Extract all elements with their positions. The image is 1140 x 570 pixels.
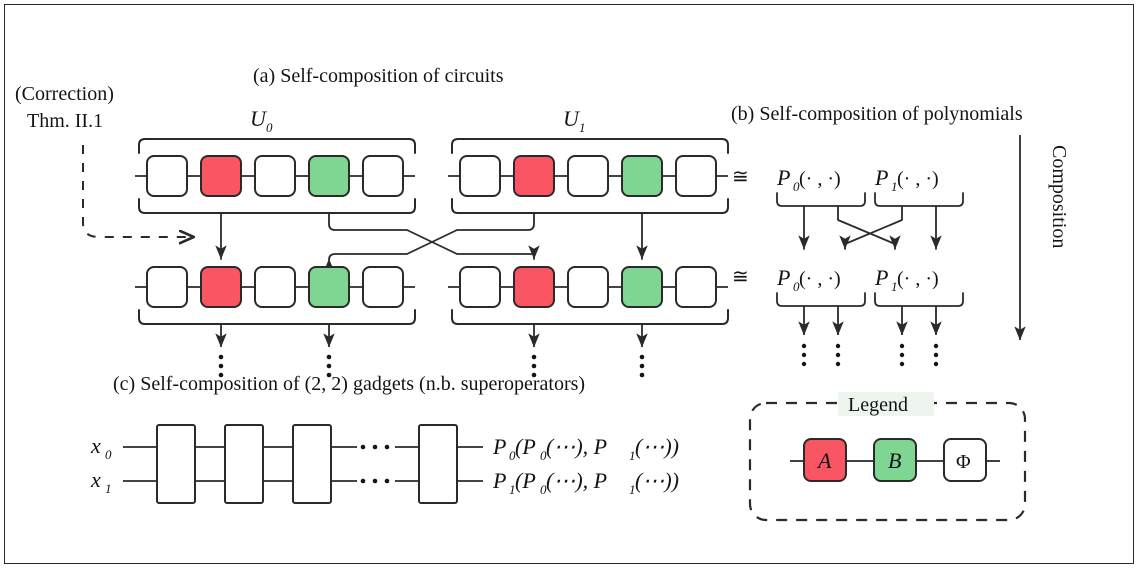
- label-u0: U: [250, 106, 268, 131]
- gadget-chain: x 0 x 1: [90, 424, 483, 504]
- input-x1-name: x: [90, 467, 101, 492]
- output-0-mid-sub: 1: [629, 448, 636, 463]
- gate-A: [513, 266, 555, 308]
- correction-dashed-arrow: [82, 145, 191, 237]
- gadget-box: [156, 424, 196, 504]
- gate-B: [621, 155, 663, 197]
- output-1-body-sub: 0: [540, 482, 547, 497]
- legend-panel: Legend A B Φ: [748, 392, 1027, 522]
- panel-a-vertical-dots: [218, 354, 645, 378]
- poly-p1-args: (· , ·): [897, 168, 939, 190]
- gate-phi: [254, 155, 296, 197]
- circuit-u1-row1: [448, 138, 729, 214]
- input-x1-subscript: 1: [105, 481, 112, 496]
- circuit-u0-row2: [135, 266, 416, 348]
- legend-swatch-A: [803, 438, 847, 482]
- annotation-line-1: (Correction): [15, 83, 114, 105]
- gate-phi: [675, 155, 717, 197]
- circuit-u0-row1: [135, 138, 416, 214]
- gadget-box: [292, 424, 332, 504]
- gadget-box: [418, 424, 458, 504]
- input-x0-name: x: [90, 433, 101, 458]
- poly-p0-subscript: 0: [793, 279, 800, 294]
- panel-b-caption: (b) Self-composition of polynomials: [731, 103, 1023, 125]
- poly-row1-p0: P 0 (· , ·): [776, 165, 866, 207]
- panel-b-vertical-dots: [801, 343, 939, 367]
- poly-row2-p1: P 1 (· , ·): [874, 265, 964, 307]
- poly-output-arrows: [798, 306, 942, 336]
- gate-phi: [362, 266, 404, 308]
- gate-A: [200, 266, 242, 308]
- panel-a-caption: (a) Self-composition of circuits: [253, 65, 504, 87]
- output-0-tail: (⋯)): [635, 434, 679, 459]
- legend-label-B: B: [888, 448, 901, 473]
- legend-item-B: B: [860, 438, 930, 482]
- output-0-mid: (⋯), P: [546, 434, 607, 459]
- iso-symbol-row2: ≅: [732, 266, 749, 288]
- figure-canvas: (a) Self-composition of circuits U 0 U 1…: [15, 65, 1070, 522]
- poly-p1-subscript: 1: [891, 279, 898, 294]
- gate-phi: [459, 155, 501, 197]
- gate-phi: [146, 266, 188, 308]
- gadget-box: [224, 424, 264, 504]
- gate-phi: [567, 266, 609, 308]
- legend-swatch-phi: [943, 438, 987, 482]
- gadget-output-0: P 0 (P 0 (⋯), P 1 (⋯)): [492, 434, 679, 463]
- poly-p0-args: (· , ·): [799, 268, 841, 290]
- legend-item-A: A: [790, 438, 860, 482]
- gate-B: [308, 155, 350, 197]
- figure-frame: (a) Self-composition of circuits U 0 U 1…: [4, 4, 1134, 564]
- poly-p0-args: (· , ·): [799, 168, 841, 190]
- poly-row2-p0: P 0 (· , ·): [776, 265, 866, 307]
- output-1-tail: (⋯)): [635, 468, 679, 493]
- poly-p1-args: (· , ·): [897, 268, 939, 290]
- gadget-output-1: P 1 (P 0 (⋯), P 1 (⋯)): [492, 468, 679, 497]
- gate-A: [513, 155, 555, 197]
- gate-B: [308, 266, 350, 308]
- output-0-head-sub: 0: [509, 448, 516, 463]
- poly-p0-subscript: 0: [793, 179, 800, 194]
- circuit-crossing-wires: [215, 212, 648, 273]
- output-1-body: (P: [515, 468, 536, 493]
- output-0-body: (P: [515, 434, 536, 459]
- composition-axis-label: Composition: [1048, 145, 1070, 248]
- gate-phi: [146, 155, 188, 197]
- gate-phi: [459, 266, 501, 308]
- input-x0-subscript: 0: [105, 447, 112, 462]
- legend-title: Legend: [848, 394, 908, 416]
- circuit-u1-row2: [448, 266, 729, 348]
- poly-row1-p1: P 1 (· , ·): [874, 165, 964, 207]
- poly-crossing-wires: [798, 205, 942, 250]
- poly-p1-name: P: [874, 265, 888, 290]
- poly-p1-name: P: [874, 165, 888, 190]
- gate-A: [200, 155, 242, 197]
- label-u1: U: [563, 106, 581, 131]
- output-0-body-sub: 0: [540, 448, 547, 463]
- poly-p1-subscript: 1: [891, 179, 898, 194]
- output-0-head: P: [492, 434, 506, 459]
- label-u0-subscript: 0: [266, 120, 273, 135]
- gate-phi: [675, 266, 717, 308]
- gate-phi: [362, 155, 404, 197]
- gate-phi: [567, 155, 609, 197]
- poly-p0-name: P: [776, 165, 790, 190]
- gate-phi: [254, 266, 296, 308]
- output-1-mid: (⋯), P: [546, 468, 607, 493]
- legend-label-phi: Φ: [956, 451, 971, 473]
- panel-c-caption: (c) Self-composition of (2, 2) gadgets (…: [113, 373, 585, 395]
- gadget-ellipsis: [360, 444, 390, 484]
- iso-symbol-row1: ≅: [732, 166, 749, 188]
- poly-p0-name: P: [776, 265, 790, 290]
- gate-B: [621, 266, 663, 308]
- label-u1-subscript: 1: [579, 120, 586, 135]
- annotation-line-2: Thm. II.1: [27, 110, 103, 132]
- legend-title-backdrop: [838, 392, 934, 416]
- legend-item-phi: Φ: [930, 438, 1000, 482]
- output-1-head: P: [492, 468, 506, 493]
- legend-swatch-B: [873, 438, 917, 482]
- legend-label-A: A: [816, 448, 832, 473]
- output-1-mid-sub: 1: [629, 482, 636, 497]
- output-1-head-sub: 1: [509, 482, 516, 497]
